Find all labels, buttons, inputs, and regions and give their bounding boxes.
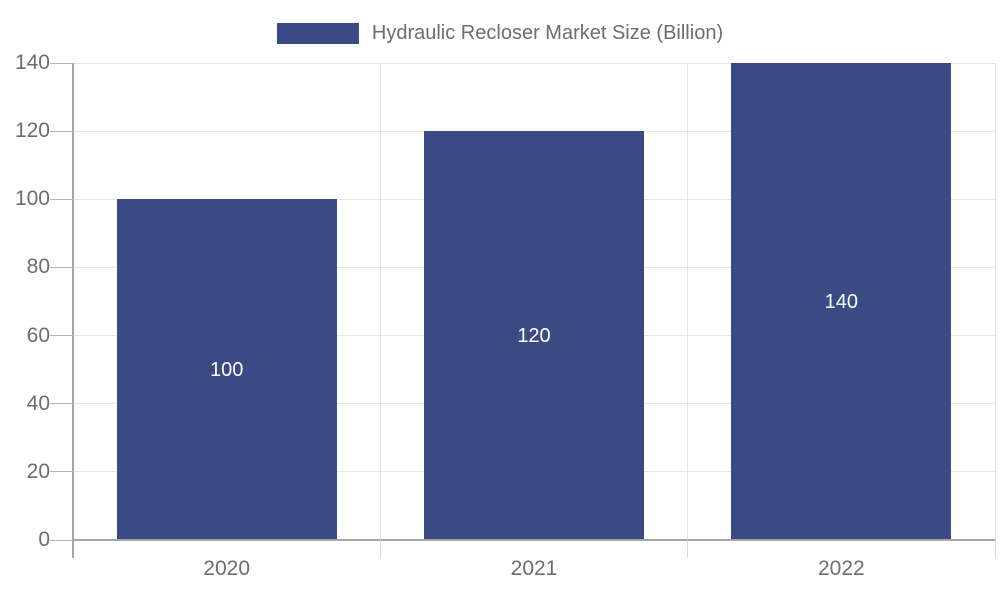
y-axis-label: 20: [26, 459, 50, 483]
legend: Hydraulic Recloser Market Size (Billion): [0, 19, 1000, 47]
bar-value-label: 140: [824, 290, 859, 313]
gridline-h: [73, 62, 995, 64]
y-axis-label: 60: [26, 323, 50, 347]
y-tick: [50, 471, 73, 473]
y-axis-label: 40: [26, 391, 50, 415]
y-axis-label: 100: [14, 187, 50, 211]
y-tick: [50, 335, 73, 337]
y-tick: [50, 62, 73, 64]
y-axis-label: 80: [26, 255, 50, 279]
y-axis-label: 120: [14, 119, 50, 143]
y-tick: [50, 130, 73, 132]
y-tick: [50, 198, 73, 200]
x-tick: [687, 540, 689, 558]
y-tick: [50, 539, 73, 541]
gridline-v: [687, 63, 689, 540]
legend-label: Hydraulic Recloser Market Size (Billion): [371, 21, 724, 44]
bar: [116, 199, 337, 540]
y-axis-label: 140: [14, 51, 50, 74]
y-tick: [50, 266, 73, 268]
bar: [424, 131, 644, 540]
x-axis-label: 2020: [203, 557, 251, 580]
gridline-v: [994, 63, 996, 540]
gridline-v: [379, 63, 381, 540]
y-tick: [50, 403, 73, 405]
x-axis-label: 2022: [817, 557, 865, 580]
x-axis-label: 2021: [510, 557, 558, 580]
x-tick: [994, 540, 996, 558]
x-axis-line: [73, 539, 995, 541]
legend-swatch: [276, 22, 359, 44]
bar-value-label: 100: [209, 358, 244, 381]
y-axis-label: 0: [38, 528, 50, 551]
bar: [731, 63, 952, 540]
bar-value-label: 120: [517, 324, 551, 347]
x-tick: [379, 540, 381, 558]
y-axis-line: [72, 63, 74, 558]
